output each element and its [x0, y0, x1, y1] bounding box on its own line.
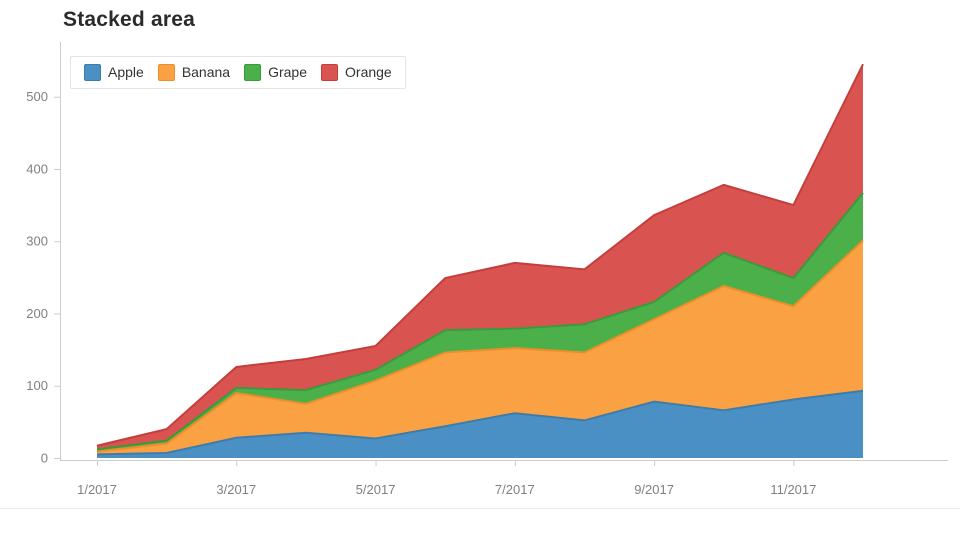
x-tick-label: 5/2017 — [356, 482, 396, 497]
y-tick-label: 400 — [26, 161, 48, 176]
x-tick-label: 7/2017 — [495, 482, 535, 497]
legend-swatch-apple-icon — [84, 64, 101, 81]
y-tick-label: 0 — [41, 451, 48, 466]
legend-item-grape[interactable]: Grape — [244, 64, 307, 81]
y-tick-label: 500 — [26, 89, 48, 104]
legend: Apple Banana Grape Orange — [70, 56, 406, 89]
legend-swatch-orange-icon — [321, 64, 339, 81]
legend-item-banana[interactable]: Banana — [157, 64, 231, 81]
y-tick-label: 100 — [26, 378, 48, 393]
area-orange[interactable] — [97, 64, 863, 450]
legend-swatch-grape-icon — [244, 64, 262, 81]
legend-item-orange[interactable]: Orange — [321, 64, 392, 81]
card-bottom-border — [0, 508, 960, 509]
area-banana[interactable] — [97, 240, 863, 455]
x-tick-label: 1/2017 — [77, 482, 117, 497]
area-outline-banana — [96, 239, 864, 453]
legend-label: Orange — [345, 64, 392, 80]
y-tick-label: 300 — [26, 234, 48, 249]
legend-label: Banana — [181, 64, 231, 80]
area-outline-grape — [96, 192, 864, 451]
legend-swatch-banana-icon — [157, 64, 175, 81]
x-tick-label: 11/2017 — [770, 482, 816, 497]
area-apple[interactable] — [97, 390, 863, 458]
legend-label: Apple — [108, 64, 144, 80]
x-tick-label: 3/2017 — [216, 482, 256, 497]
x-tick-label: 9/2017 — [634, 482, 674, 497]
y-tick-label: 200 — [26, 306, 48, 321]
legend-item-apple[interactable]: Apple — [84, 64, 144, 81]
chart-title: Stacked area — [63, 8, 195, 31]
legend-label: Grape — [268, 64, 308, 80]
area-outline-apple — [96, 389, 864, 456]
area-outline-orange — [96, 63, 864, 447]
